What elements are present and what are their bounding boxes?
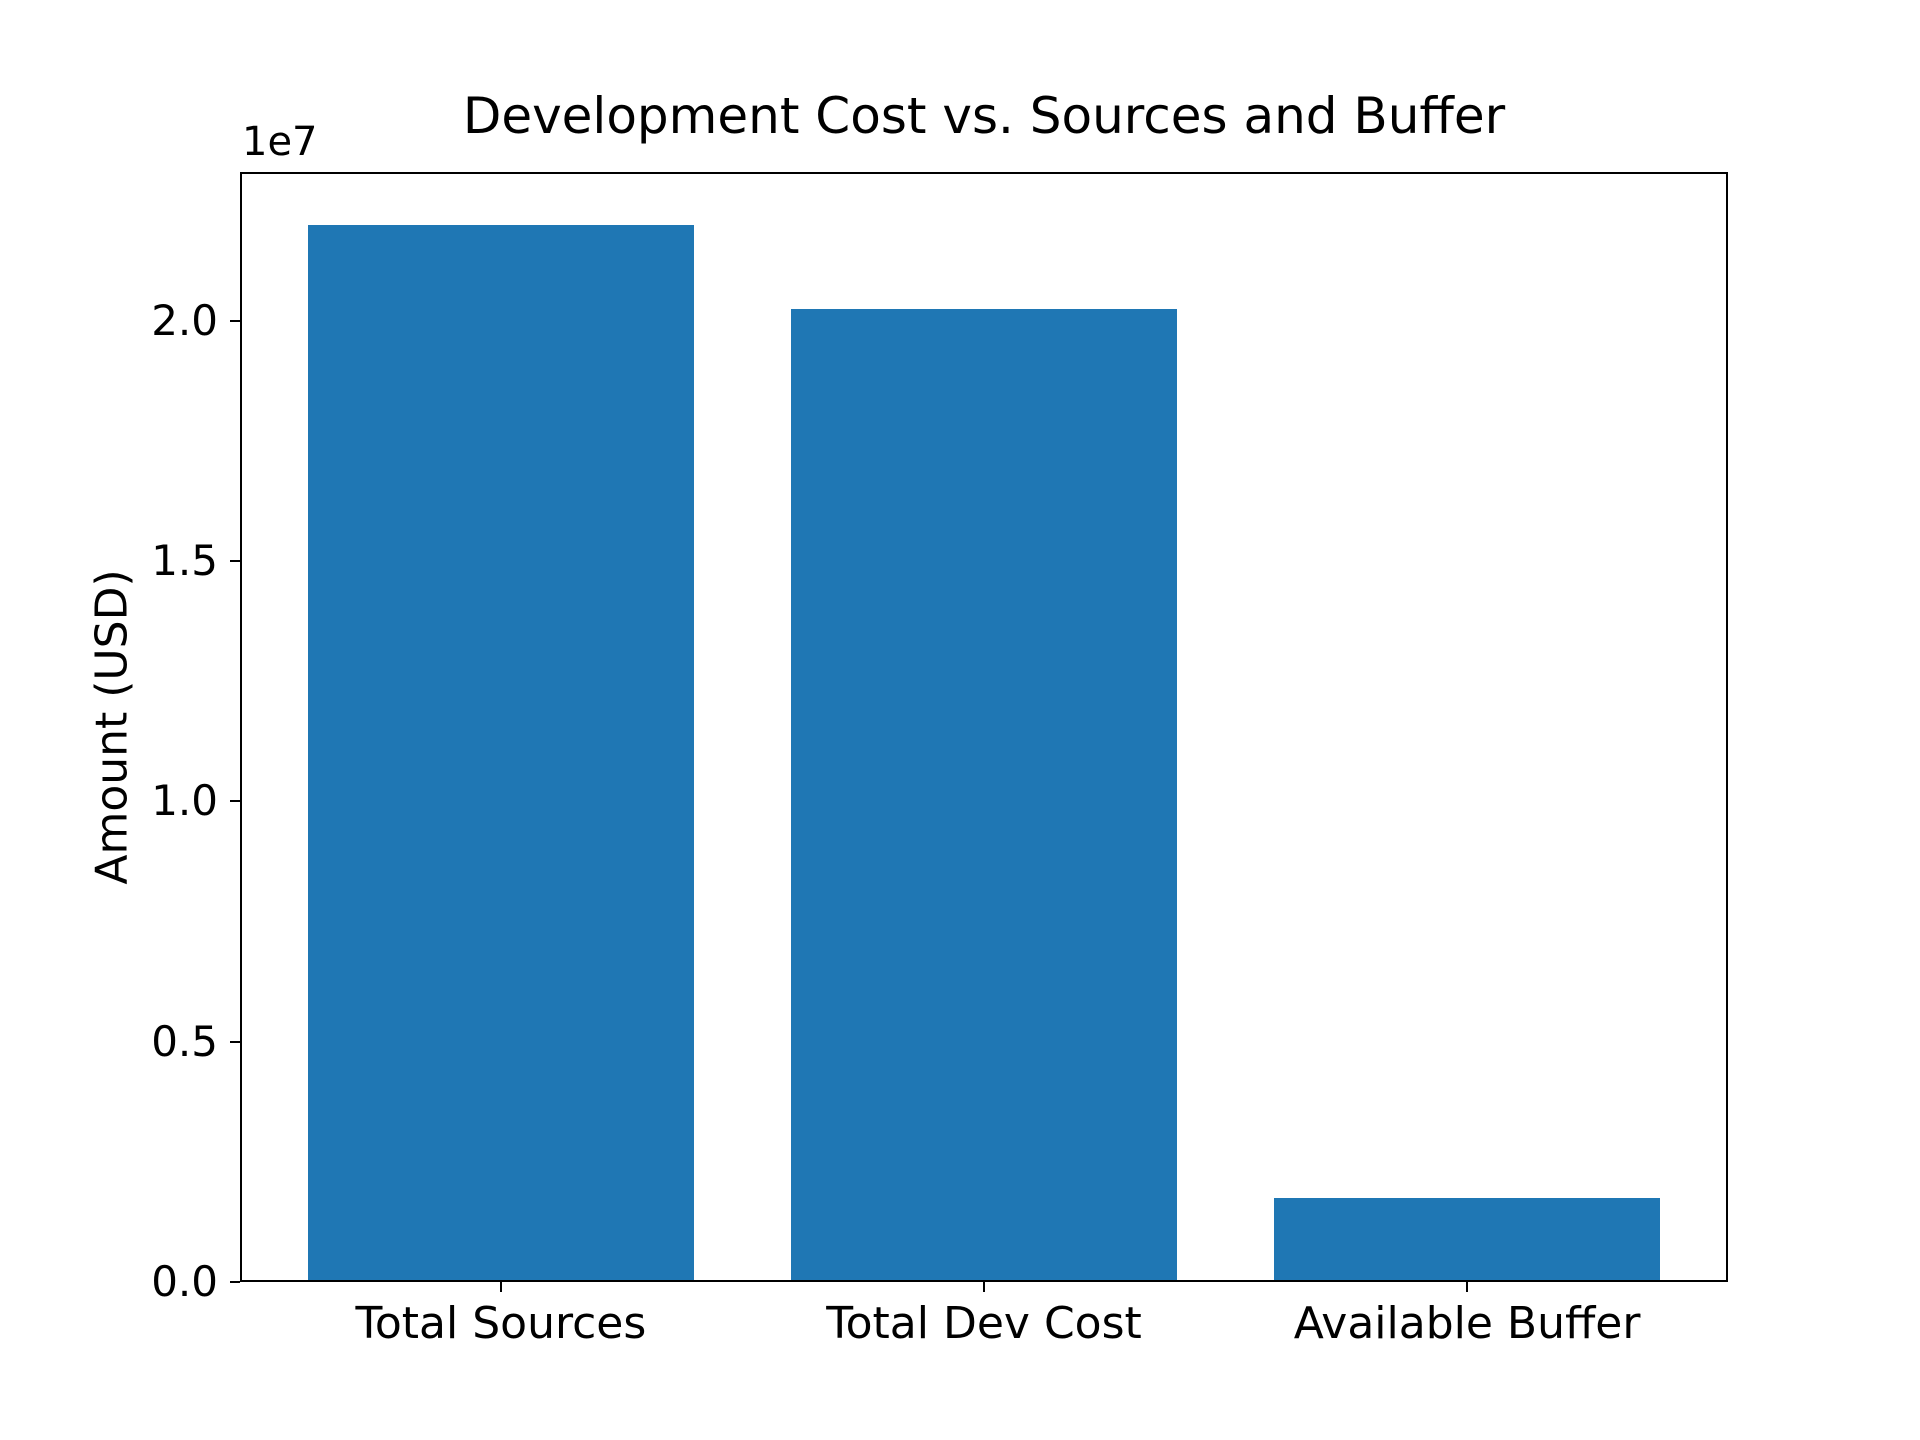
x-tick-mark xyxy=(983,1282,985,1292)
y-axis-offset-label: 1e7 xyxy=(242,119,318,165)
x-tick-mark xyxy=(1466,1282,1469,1292)
bar-available-buffer xyxy=(1273,1197,1661,1282)
bar-total-dev-cost xyxy=(790,308,1178,1282)
x-tick-label-available-buffer: Available Buffer xyxy=(1293,1298,1641,1349)
y-tick-label: 0.5 xyxy=(151,1016,218,1066)
y-tick-label: 1.5 xyxy=(151,536,218,586)
y-tick-mark xyxy=(230,800,240,803)
plot-area xyxy=(240,172,1728,1282)
y-tick-mark xyxy=(230,1281,240,1283)
x-tick-mark xyxy=(499,1282,502,1292)
bar-total-sources xyxy=(307,224,695,1282)
y-tick-label: 1.0 xyxy=(151,776,218,826)
y-tick-mark xyxy=(230,1040,240,1043)
y-axis-label: Amount (USD) xyxy=(86,569,138,885)
y-tick-label: 2.0 xyxy=(151,295,218,345)
y-tick-mark xyxy=(230,319,240,322)
chart-title: Development Cost vs. Sources and Buffer xyxy=(462,87,1506,145)
x-tick-label-total-dev-cost: Total Dev Cost xyxy=(826,1298,1142,1349)
y-tick-label: 0.0 xyxy=(151,1257,218,1306)
y-tick-mark xyxy=(230,560,240,563)
x-tick-label-total-sources: Total Sources xyxy=(355,1298,647,1349)
